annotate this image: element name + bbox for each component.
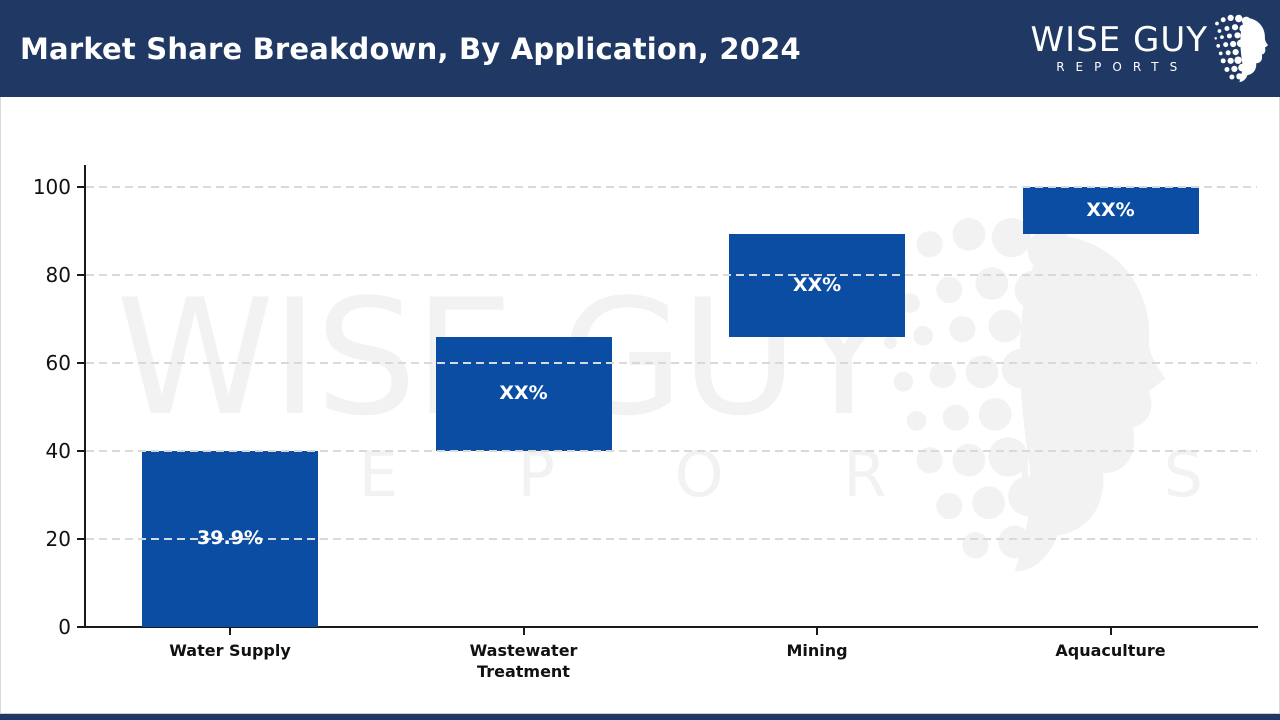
y-tick-label: 80 xyxy=(45,263,71,287)
y-tick-mark xyxy=(77,186,84,188)
gridline xyxy=(86,274,1257,276)
x-tick-label-line: Mining xyxy=(786,641,848,660)
brand-name: WISE GUY xyxy=(1030,20,1208,61)
x-tick-label: Aquaculture xyxy=(1001,640,1221,661)
bar xyxy=(729,234,905,338)
gridline xyxy=(86,362,1257,364)
y-tick-mark xyxy=(77,450,84,452)
y-tick-mark xyxy=(77,274,84,276)
bar-value-label: 39.9% xyxy=(197,527,263,550)
y-tick-label: 100 xyxy=(32,175,71,199)
x-tick-mark xyxy=(229,628,231,635)
x-tick-mark xyxy=(522,628,525,635)
x-tick-mark xyxy=(816,628,818,635)
x-axis-spine xyxy=(84,626,1258,628)
y-tick-mark xyxy=(77,626,84,628)
x-tick-mark xyxy=(1109,628,1112,635)
x-tick-label-line: Water Supply xyxy=(169,641,291,660)
x-tick-label-line: Aquaculture xyxy=(1055,641,1166,660)
footer-bar xyxy=(0,714,1280,720)
gridline xyxy=(86,186,1257,188)
header-bar: Market Share Breakdown, By Application, … xyxy=(0,0,1280,97)
brand-logo-text: WISE GUY REPORTS xyxy=(1030,20,1208,74)
y-tick-label: 0 xyxy=(58,615,71,639)
bar xyxy=(435,337,612,452)
y-tick-label: 20 xyxy=(45,527,71,551)
page-title: Market Share Breakdown, By Application, … xyxy=(20,31,801,66)
gridline xyxy=(86,538,1257,540)
x-tick-label: Mining xyxy=(707,640,927,661)
bar-value-label: XX% xyxy=(499,382,548,405)
y-tick-mark xyxy=(77,538,84,540)
x-tick-label: Water Supply xyxy=(120,640,340,661)
bar xyxy=(1022,187,1199,235)
x-tick-label-line: Wastewater xyxy=(469,641,578,660)
x-tick-label: Wastewater Treatment xyxy=(414,640,634,682)
brand-face-icon xyxy=(1212,11,1268,87)
y-axis-spine xyxy=(84,165,86,628)
bar-value-label: XX% xyxy=(1086,198,1135,221)
brand-subname: REPORTS xyxy=(1056,59,1189,74)
y-tick-label: 60 xyxy=(45,351,71,375)
y-tick-label: 40 xyxy=(45,439,71,463)
gridline xyxy=(86,450,1257,452)
y-tick-mark xyxy=(77,362,84,364)
brand-logo: WISE GUY REPORTS xyxy=(1030,11,1268,87)
bar-value-label: XX% xyxy=(792,273,842,296)
x-tick-label-line: Treatment xyxy=(477,662,570,681)
